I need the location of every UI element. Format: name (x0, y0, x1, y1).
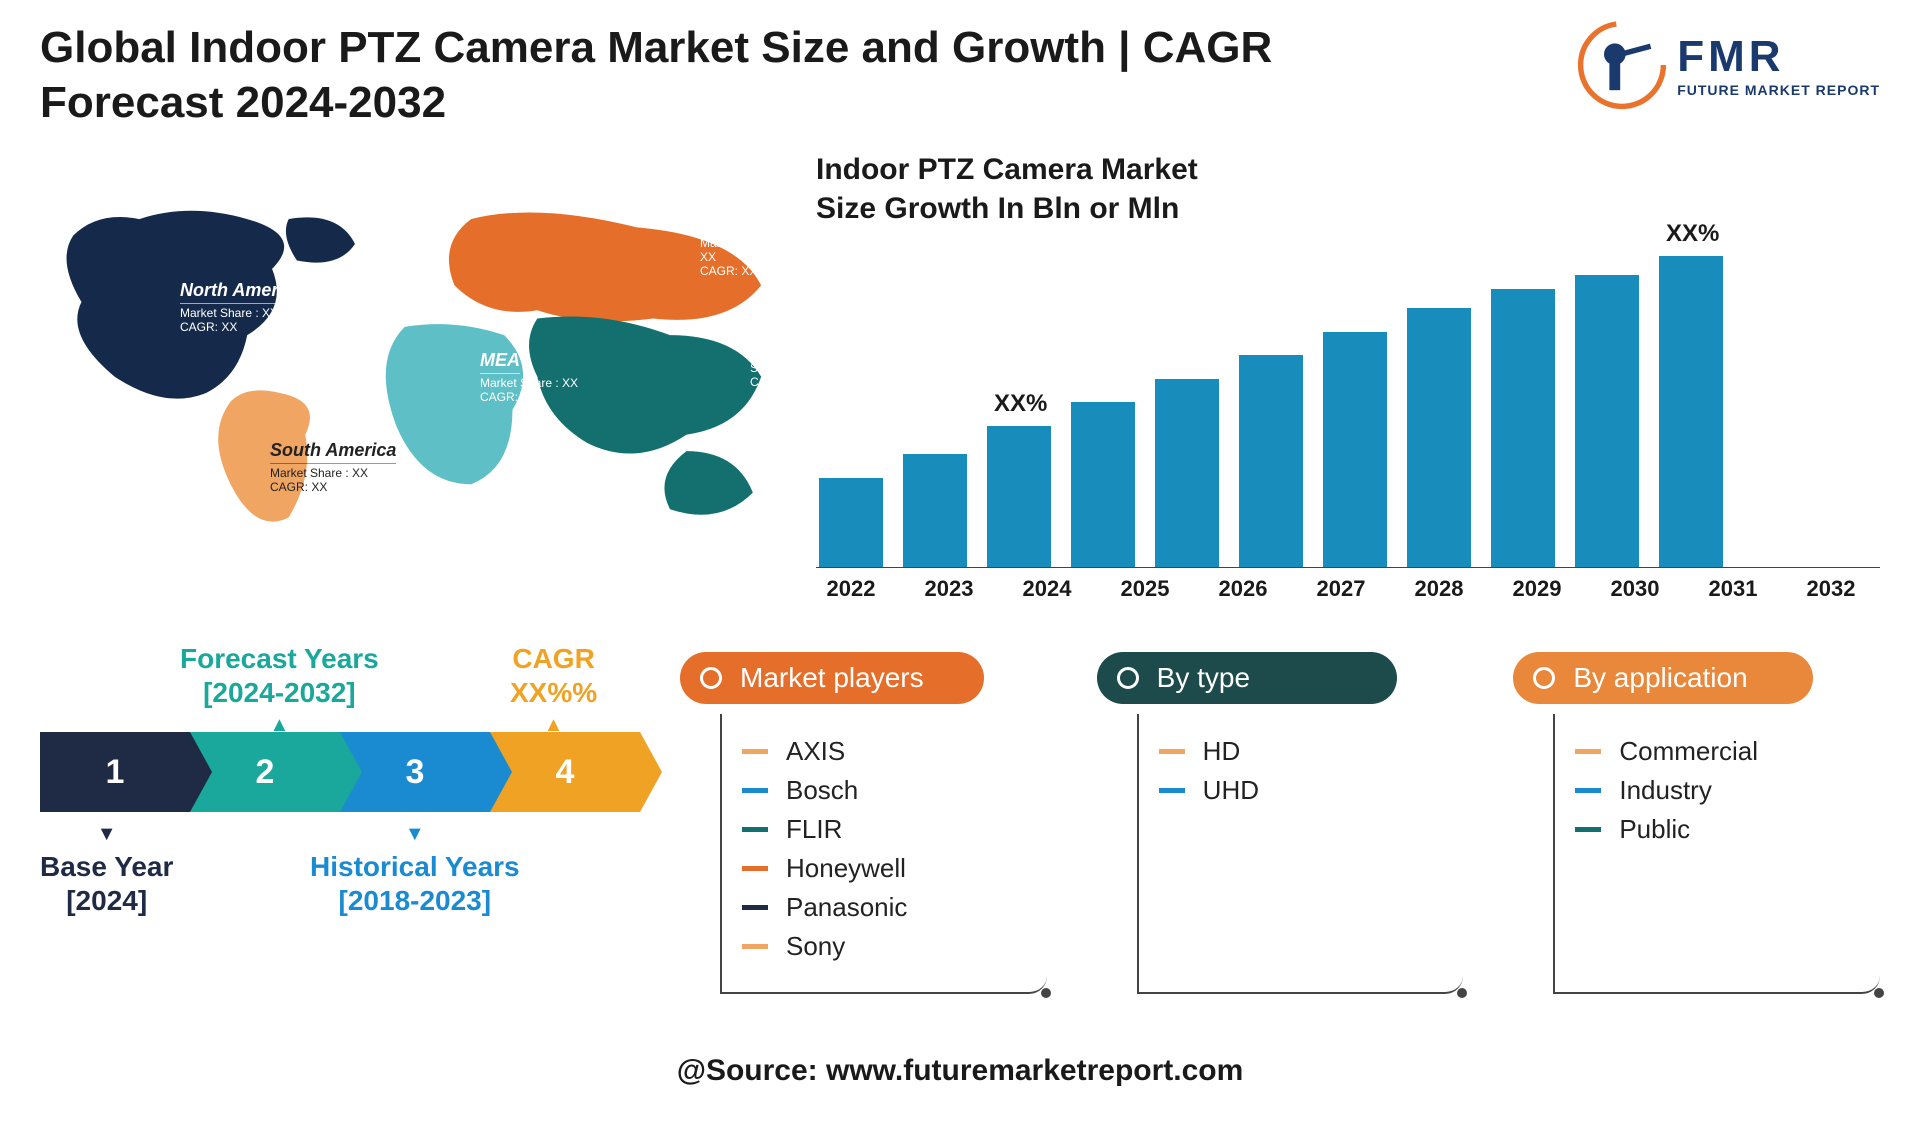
bar-annotation: XX% (1666, 220, 1719, 248)
category-item: FLIR (742, 814, 1037, 845)
bar-2030 (1491, 289, 1555, 567)
region-mea (386, 324, 523, 484)
category-item: HD (1159, 736, 1454, 767)
timeline-segment-4: 4 (490, 732, 640, 812)
category-by-application: By application Commercial Industry Public (1513, 652, 1880, 994)
region-label-mea: MEAMarket Share : XXCAGR: XX (480, 350, 578, 404)
fmr-logo-icon (1577, 20, 1667, 110)
category-item: Panasonic (742, 892, 1037, 923)
bar-2032 (1659, 256, 1723, 567)
category-market-players: Market players AXIS Bosch FLIR Honeywell Pana… (680, 652, 1047, 994)
timeline-callout: ▼Historical Years[2018-2023] (310, 822, 520, 917)
bar-2024 (987, 426, 1051, 567)
bar-2028 (1323, 332, 1387, 567)
page-title: Global Indoor PTZ Camera Market Size and… (40, 20, 1440, 130)
header: Global Indoor PTZ Camera Market Size and… (40, 20, 1880, 130)
bars-container: XX%XX% (816, 238, 1880, 568)
logo: FMR FUTURE MARKET REPORT (1577, 20, 1880, 110)
logo-text-sub: FUTURE MARKET REPORT (1677, 82, 1880, 98)
category-by-type: By type HD UHD (1097, 652, 1464, 994)
logo-text-main: FMR (1677, 32, 1880, 82)
bar-label-2025: 2025 (1110, 576, 1180, 602)
category-item: Bosch (742, 775, 1037, 806)
top-row: North AmericaMarket Share : XXCAGR: XX So… (40, 150, 1880, 602)
bar-2023 (903, 454, 967, 567)
region-asia-pacific (529, 316, 761, 514)
category-list: HD UHD (1137, 714, 1464, 994)
category-item: Honeywell (742, 853, 1037, 884)
timeline-segment-2: 2 (190, 732, 340, 812)
timeline: 1234 (40, 732, 640, 812)
bar-label-2032: 2032 (1796, 576, 1866, 602)
region-label-south-america: South AmericaMarket Share : XXCAGR: XX (270, 440, 396, 494)
category-item: Sony (742, 931, 1037, 962)
bar-chart: Indoor PTZ Camera Market Size Growth In … (816, 150, 1880, 602)
bar-label-2023: 2023 (914, 576, 984, 602)
bar-label-2028: 2028 (1404, 576, 1474, 602)
bar-label-2029: 2029 (1502, 576, 1572, 602)
timeline-callout: Forecast Years[2024-2032]▲ (180, 642, 379, 737)
bar-label-2024: 2024 (1012, 576, 1082, 602)
bar-labels-row: 2022 2023 2024 2025 2026 2027 2028 2029 2030 2031… (816, 568, 1880, 602)
category-header: By application (1513, 652, 1813, 704)
timeline-segment-1: 1 (40, 732, 190, 812)
region-label-north-america: North AmericaMarket Share : XXCAGR: XX (180, 280, 303, 334)
category-item: Commercial (1575, 736, 1870, 767)
bar-2029 (1407, 308, 1471, 567)
timeline-area: Forecast Years[2024-2032]▲CAGRXX%%▲ 1234… (40, 652, 640, 932)
category-list: AXIS Bosch FLIR Honeywell Panasonic Sony (720, 714, 1047, 994)
bar-2026 (1155, 379, 1219, 567)
bar-2031 (1575, 275, 1639, 567)
bar-label-2027: 2027 (1306, 576, 1376, 602)
region-label-europe: EuropeMarket Share : XXCAGR: XX (700, 210, 786, 278)
region-label-asia-pacific: Asia PacificMarket Share : XXCAGR: XX (750, 300, 808, 389)
category-item: UHD (1159, 775, 1454, 806)
bar-2022 (819, 478, 883, 567)
bar-annotation: XX% (994, 390, 1047, 418)
timeline-callout: ▼Base Year[2024] (40, 822, 173, 917)
world-map: North AmericaMarket Share : XXCAGR: XX So… (40, 150, 786, 570)
timeline-segment-3: 3 (340, 732, 490, 812)
category-item: Public (1575, 814, 1870, 845)
categories-row: Market players AXIS Bosch FLIR Honeywell Pana… (680, 652, 1880, 994)
category-item: Industry (1575, 775, 1870, 806)
category-header: Market players (680, 652, 984, 704)
category-item: AXIS (742, 736, 1037, 767)
source-attribution: @Source: www.futuremarketreport.com (40, 1054, 1880, 1088)
map-svg (40, 150, 786, 570)
bottom-row: Forecast Years[2024-2032]▲CAGRXX%%▲ 1234… (40, 652, 1880, 994)
bar-label-2022: 2022 (816, 576, 886, 602)
timeline-callout: CAGRXX%%▲ (510, 642, 597, 737)
bar-label-2026: 2026 (1208, 576, 1278, 602)
bar-label-2031: 2031 (1698, 576, 1768, 602)
bar-2025 (1071, 402, 1135, 567)
bar-2027 (1239, 355, 1303, 567)
category-header: By type (1097, 652, 1397, 704)
category-list: Commercial Industry Public (1553, 714, 1880, 994)
bar-chart-title: Indoor PTZ Camera Market Size Growth In … (816, 150, 1266, 228)
bar-label-2030: 2030 (1600, 576, 1670, 602)
